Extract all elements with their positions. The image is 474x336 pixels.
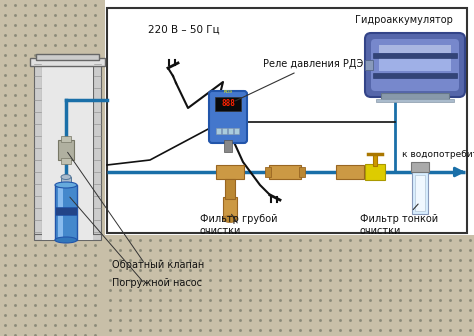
- Text: RDЭ: RDЭ: [224, 90, 232, 94]
- FancyBboxPatch shape: [209, 91, 247, 143]
- Bar: [228, 128, 234, 134]
- FancyBboxPatch shape: [371, 39, 459, 91]
- Text: 220 В – 50 Гц: 220 В – 50 Гц: [148, 25, 219, 35]
- Text: 888: 888: [221, 99, 235, 109]
- Bar: [373, 154, 377, 166]
- Bar: [105, 235, 474, 336]
- Bar: [376, 99, 454, 102]
- Bar: [225, 179, 235, 199]
- Bar: [411, 162, 429, 172]
- Ellipse shape: [55, 237, 77, 243]
- Bar: [30, 58, 105, 66]
- Bar: [42, 64, 93, 240]
- Text: Реле давления РДЭ: Реле давления РДЭ: [236, 59, 363, 101]
- Bar: [215, 97, 241, 111]
- Bar: [34, 234, 101, 240]
- Bar: [365, 60, 373, 70]
- Bar: [58, 140, 74, 160]
- Text: Погружной насос: Погружной насос: [112, 278, 202, 288]
- Bar: [58, 188, 63, 237]
- Bar: [61, 136, 71, 142]
- Text: Обратный клапан: Обратный клапан: [112, 260, 204, 270]
- Bar: [223, 197, 237, 219]
- Bar: [336, 165, 364, 179]
- Bar: [34, 64, 42, 236]
- Bar: [61, 177, 71, 187]
- Bar: [379, 45, 451, 53]
- Ellipse shape: [61, 174, 71, 179]
- Bar: [381, 93, 449, 99]
- Bar: [36, 54, 99, 60]
- Bar: [412, 172, 428, 214]
- Ellipse shape: [55, 182, 77, 188]
- Bar: [379, 57, 451, 71]
- Text: Гидроаккумулятор: Гидроаккумулятор: [355, 15, 453, 25]
- Bar: [415, 175, 425, 211]
- Bar: [265, 167, 271, 177]
- Bar: [224, 140, 232, 152]
- Bar: [55, 185, 77, 240]
- Bar: [222, 128, 228, 134]
- Bar: [216, 165, 244, 179]
- Bar: [0, 0, 105, 336]
- Bar: [107, 8, 467, 233]
- Bar: [373, 73, 457, 78]
- Bar: [61, 158, 71, 164]
- Bar: [373, 53, 457, 58]
- Ellipse shape: [223, 215, 237, 222]
- Text: к водопотребителям: к водопотребителям: [402, 150, 474, 159]
- Bar: [93, 64, 101, 236]
- Bar: [235, 128, 239, 134]
- FancyBboxPatch shape: [365, 33, 465, 97]
- Bar: [217, 128, 221, 134]
- Bar: [55, 207, 77, 215]
- Bar: [299, 167, 305, 177]
- Text: Фильтр тонкой
очистки: Фильтр тонкой очистки: [360, 204, 438, 236]
- Bar: [365, 164, 385, 180]
- Bar: [269, 165, 301, 179]
- Text: Фильтр грубой
очистки: Фильтр грубой очистки: [200, 214, 277, 236]
